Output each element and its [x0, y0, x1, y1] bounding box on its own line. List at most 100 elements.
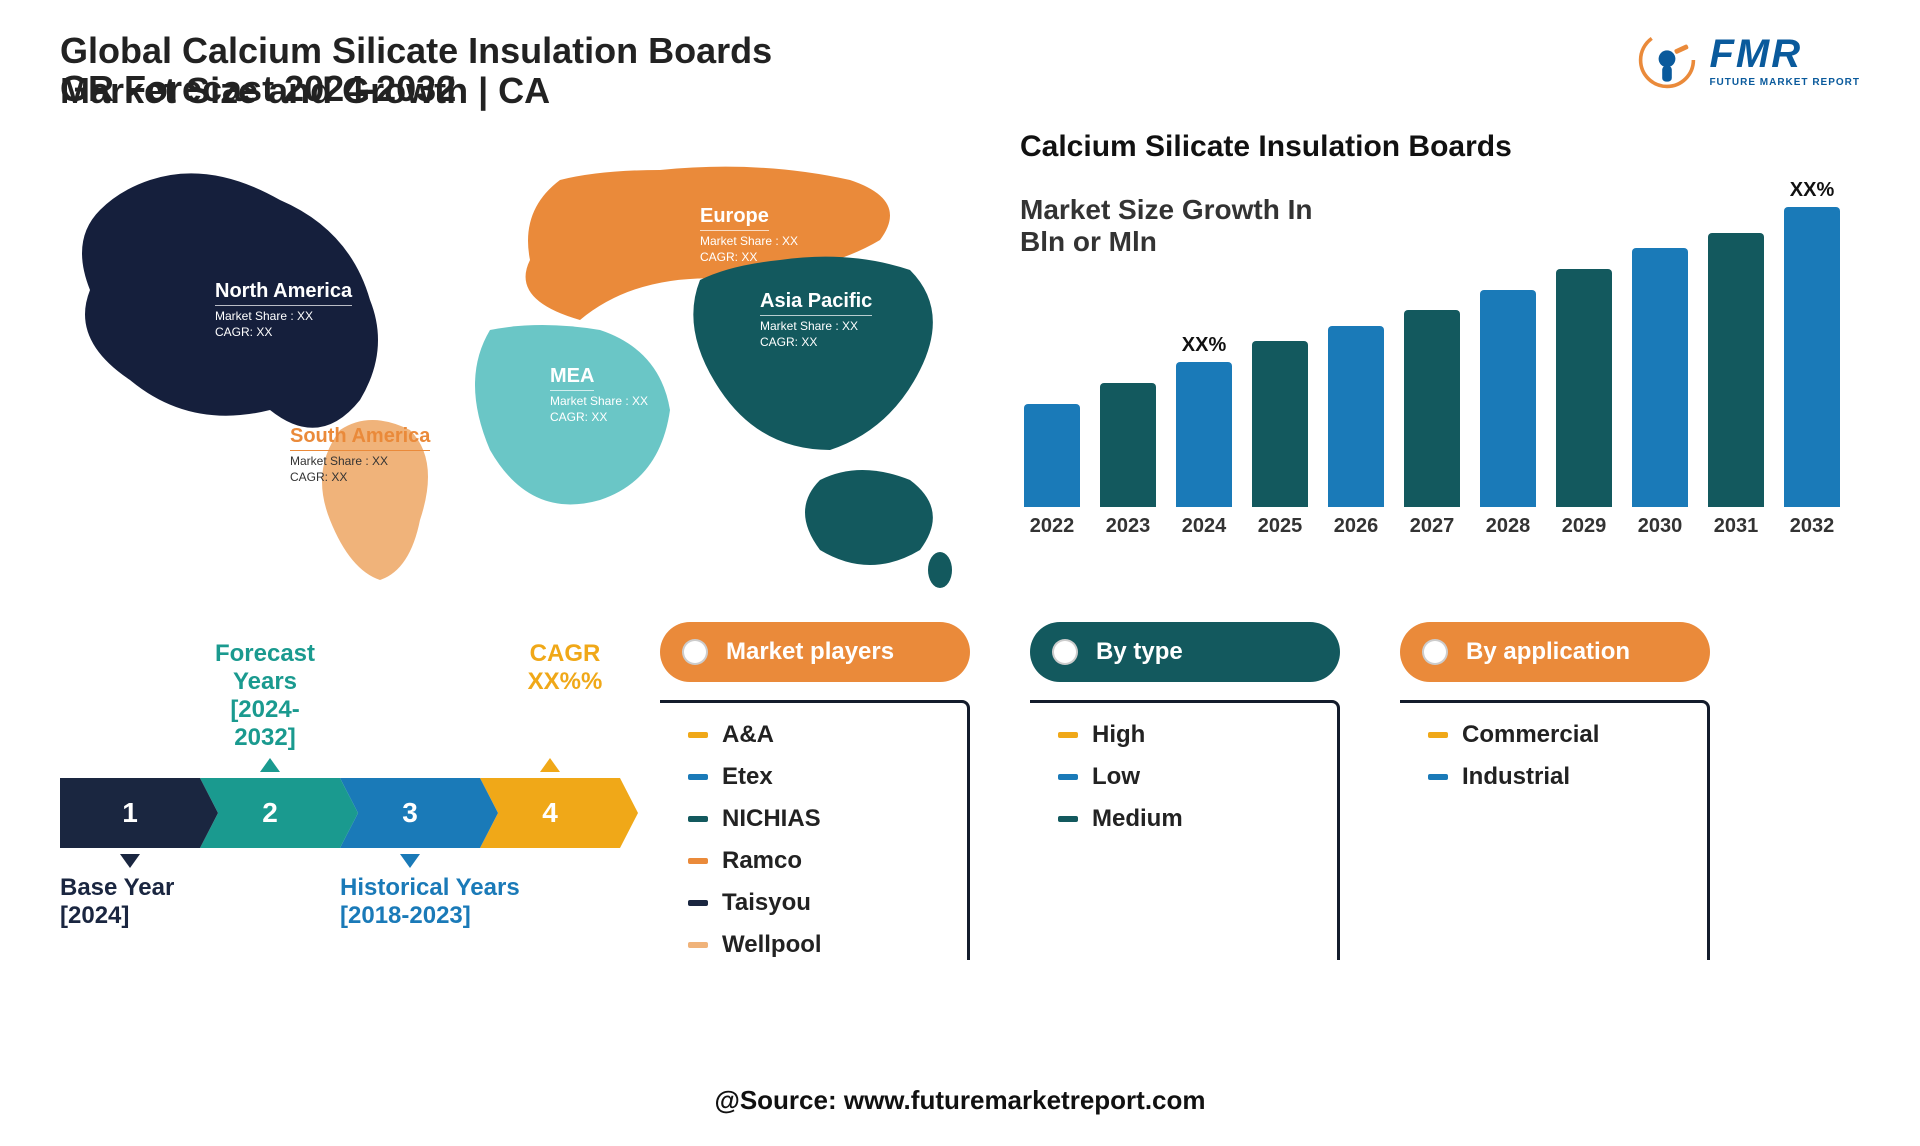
tick-icon	[1058, 816, 1078, 822]
region-cagr: CAGR: XX	[215, 325, 352, 341]
segment-item-label: High	[1092, 721, 1145, 749]
region-share: Market Share : XX	[550, 394, 648, 410]
tick-icon	[688, 774, 708, 780]
bar-2026: 2026	[1324, 326, 1388, 538]
bar-rect	[1024, 404, 1080, 507]
tick-icon	[688, 942, 708, 948]
bar-year-label: 2030	[1638, 515, 1683, 538]
logo-icon	[1637, 30, 1697, 90]
bar-2024: XX% 2024	[1172, 362, 1236, 538]
tick-icon	[1058, 732, 1078, 738]
timeline-step-1: 1	[60, 778, 200, 848]
base-year-range: [2024]	[60, 902, 200, 930]
bar-year-label: 2028	[1486, 515, 1531, 538]
segment-pill: By application	[1400, 622, 1710, 682]
segment-item: High	[1058, 721, 1337, 749]
segment-pill-label: By type	[1096, 638, 1183, 666]
bar-year-label: 2022	[1030, 515, 1075, 538]
bar-rect	[1404, 310, 1460, 507]
tick-icon	[1058, 774, 1078, 780]
segment-players: Market players A&A Etex NICHIAS Ramco Ta…	[660, 622, 970, 960]
chart-title: Calcium Silicate Insulation Boards	[1020, 130, 1860, 164]
segment-pill: By type	[1030, 622, 1340, 682]
bar-year-label: 2027	[1410, 515, 1455, 538]
bar-2029: 2029	[1552, 269, 1616, 538]
segment-item-label: Industrial	[1462, 763, 1570, 791]
bar-2022: 2022	[1020, 404, 1084, 538]
segment-item: Wellpool	[688, 931, 967, 959]
title-line1: Global Calcium Silicate Insulation Board…	[60, 30, 772, 72]
bar-rect	[1480, 290, 1536, 507]
segment-item-label: Medium	[1092, 805, 1183, 833]
bar-year-label: 2029	[1562, 515, 1607, 538]
region-cagr: CAGR: XX	[760, 335, 872, 351]
region-share: Market Share : XX	[290, 454, 430, 470]
region-name: Europe	[700, 205, 769, 231]
forecast-label: Forecast Years	[210, 640, 320, 696]
segment-type: By type High Low Medium	[1030, 622, 1340, 960]
segment-item-label: Wellpool	[722, 931, 822, 959]
segment-item-label: Ramco	[722, 847, 802, 875]
segment-pill-label: Market players	[726, 638, 894, 666]
segment-item: Low	[1058, 763, 1337, 791]
tick-icon	[688, 900, 708, 906]
timeline-step-3: 3	[340, 778, 480, 848]
timeline-step-4: 4	[480, 778, 620, 848]
page-title-block: Global Calcium Silicate Insulation Board…	[60, 30, 772, 112]
region-label-north_america: North America Market Share : XX CAGR: XX	[215, 280, 352, 340]
bar-2032: XX% 2032	[1780, 207, 1844, 538]
tick-icon	[1428, 774, 1448, 780]
fmr-logo: FMR FUTURE MARKET REPORT	[1637, 30, 1860, 90]
region-cagr: CAGR: XX	[550, 410, 648, 426]
forecast-range: [2024-2032]	[210, 696, 320, 752]
region-cagr: CAGR: XX	[290, 470, 430, 486]
bar-rect	[1556, 269, 1612, 507]
bar-annotation: XX%	[1182, 334, 1226, 357]
segment-application: By application Commercial Industrial	[1400, 622, 1710, 960]
pill-dot-icon	[1422, 639, 1448, 665]
bar-annotation: XX%	[1790, 179, 1834, 202]
region-name: North America	[215, 280, 352, 306]
pill-dot-icon	[1052, 639, 1078, 665]
timeline: Forecast Years [2024-2032] CAGR XX%% 123…	[60, 640, 620, 930]
bar-2025: 2025	[1248, 341, 1312, 538]
bar-2030: 2030	[1628, 248, 1692, 538]
bar-2027: 2027	[1400, 310, 1464, 538]
bar-2028: 2028	[1476, 290, 1540, 538]
cagr-value: XX%%	[510, 668, 620, 696]
segment-item: Taisyou	[688, 889, 967, 917]
region-asia-pacific	[693, 257, 933, 450]
segment-item: A&A	[688, 721, 967, 749]
bar-year-label: 2024	[1182, 515, 1227, 538]
bar-year-label: 2023	[1106, 515, 1151, 538]
bar-year-label: 2025	[1258, 515, 1303, 538]
tick-icon	[688, 858, 708, 864]
logo-subtitle: FUTURE MARKET REPORT	[1709, 77, 1860, 88]
world-map: North America Market Share : XX CAGR: XX…	[60, 150, 960, 590]
segment-pill: Market players	[660, 622, 970, 682]
bar-year-label: 2026	[1334, 515, 1379, 538]
cagr-label: CAGR	[510, 640, 620, 668]
region-australia	[805, 470, 933, 565]
bar-rect	[1328, 326, 1384, 507]
segment-item-label: Commercial	[1462, 721, 1599, 749]
region-label-mea: MEA Market Share : XX CAGR: XX	[550, 365, 648, 425]
segment-body: High Low Medium	[1030, 700, 1340, 960]
triangle-down-icon	[400, 854, 420, 868]
region-share: Market Share : XX	[760, 319, 872, 335]
triangle-up-icon	[260, 758, 280, 772]
region-label-asia_pacific: Asia Pacific Market Share : XX CAGR: XX	[760, 290, 872, 350]
historical-range: [2018-2023]	[340, 902, 536, 930]
base-year-label: Base Year	[60, 874, 200, 902]
segment-item: Industrial	[1428, 763, 1707, 791]
logo-acronym: FMR	[1709, 32, 1860, 77]
timeline-step-2: 2	[200, 778, 340, 848]
bar-rect	[1252, 341, 1308, 507]
bar-rect	[1100, 383, 1156, 507]
bar-2023: 2023	[1096, 383, 1160, 538]
segment-item-label: Low	[1092, 763, 1140, 791]
region-label-europe: Europe Market Share : XX CAGR: XX	[700, 205, 798, 265]
triangle-up-icon	[540, 758, 560, 772]
bar-year-label: 2031	[1714, 515, 1759, 538]
region-nz	[928, 552, 952, 588]
